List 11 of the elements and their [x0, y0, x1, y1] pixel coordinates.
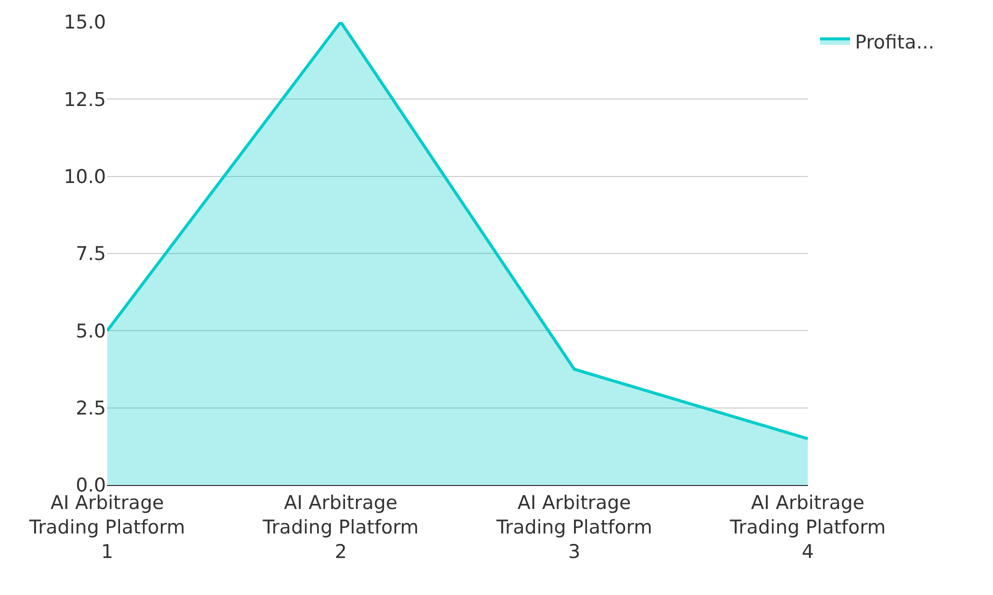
x-tick-label: AI Arbitrage Trading Platform 2: [262, 492, 419, 564]
x-tick-label: AI Arbitrage Trading Platform 4: [728, 492, 886, 564]
y-tick-label: 7.5: [76, 243, 106, 266]
legend-label: Profita...: [855, 31, 934, 54]
x-tick-label: AI Arbitrage Trading Platform 1: [28, 492, 186, 564]
x-tick-label: AI Arbitrage Trading Platform 3: [495, 492, 652, 564]
y-tick-label: 12.5: [64, 88, 106, 111]
y-tick-label: 2.5: [76, 397, 106, 420]
y-tick-label: 15.0: [64, 12, 106, 34]
y-tick-label: 5.0: [76, 320, 106, 342]
y-tick-label: 10.0: [64, 166, 106, 188]
